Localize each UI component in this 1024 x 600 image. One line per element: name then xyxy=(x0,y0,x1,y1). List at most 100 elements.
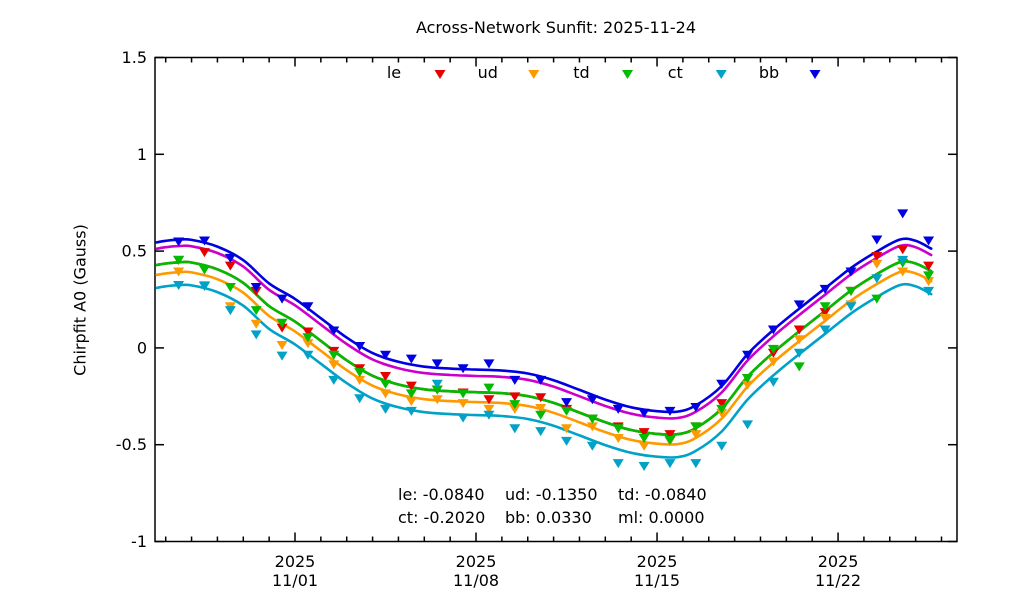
legend-marker-icon-bb xyxy=(809,70,821,79)
marker-ud xyxy=(276,341,288,351)
legend-item-ud: ud xyxy=(478,63,540,82)
marker-bb xyxy=(457,364,469,374)
marker-td xyxy=(767,344,779,354)
marker-ct xyxy=(198,281,210,291)
marker-bb xyxy=(690,402,702,412)
x-tick-label-year: 2025 xyxy=(456,552,497,571)
marker-ud xyxy=(586,422,598,432)
marker-le xyxy=(276,323,288,333)
marker-ud xyxy=(690,430,702,440)
y-axis-title: Chirpfit A0 (Gauss) xyxy=(70,224,90,376)
marker-le xyxy=(638,428,650,438)
marker-bb xyxy=(535,375,547,385)
marker-le xyxy=(198,248,210,258)
marker-bb xyxy=(561,398,573,408)
marker-le xyxy=(224,261,236,271)
marker-ud xyxy=(483,404,495,414)
marker-bb xyxy=(612,404,624,414)
plot-border xyxy=(154,56,958,543)
marker-td xyxy=(871,294,883,304)
marker-bb xyxy=(845,267,857,277)
annotation: le: -0.0840 ud: -0.1350 td: -0.0840 ct: -0.… xyxy=(398,485,707,527)
marker-ct xyxy=(405,406,417,416)
x-tick-label-date: 11/22 xyxy=(815,571,861,590)
markers-ct xyxy=(173,255,935,472)
marker-td xyxy=(276,318,288,328)
marker-td xyxy=(561,406,573,416)
marker-bb xyxy=(173,237,185,247)
markers-bb xyxy=(173,209,935,418)
marker-le xyxy=(302,327,314,337)
marker-td xyxy=(612,424,624,434)
marker-le xyxy=(793,325,805,335)
marker-bb xyxy=(819,284,831,294)
marker-ct xyxy=(612,459,624,469)
marker-bb xyxy=(586,395,598,405)
y-axis: -1 -0.5 0 0.5 1 1.5 xyxy=(116,48,957,551)
marker-td xyxy=(380,379,392,389)
marker-ud xyxy=(302,339,314,349)
y-tick-label: 0 xyxy=(137,338,147,357)
marker-ud xyxy=(793,335,805,345)
marker-ud xyxy=(509,404,521,414)
annotation-ml: ml: 0.0000 xyxy=(618,508,705,527)
marker-ud xyxy=(431,395,443,405)
marker-le xyxy=(871,251,883,261)
legend-item-td: td xyxy=(573,63,633,82)
marker-td xyxy=(819,302,831,312)
marker-bb xyxy=(664,406,676,416)
marker-td xyxy=(509,400,521,410)
marker-ct xyxy=(871,274,883,284)
marker-le xyxy=(819,308,831,318)
marker-ct xyxy=(483,410,495,420)
marker-ct xyxy=(923,286,935,296)
markers-ud xyxy=(173,259,935,451)
marker-td xyxy=(198,265,210,275)
marker-ct xyxy=(328,375,340,385)
marker-ud xyxy=(457,399,469,409)
annotation-le: le: -0.0840 xyxy=(398,485,485,504)
legend-label-ct: ct xyxy=(668,63,683,82)
marker-le xyxy=(923,261,935,271)
y-tick-label: 0.5 xyxy=(122,242,147,261)
marker-bb xyxy=(509,375,521,385)
marker-bb xyxy=(483,359,495,369)
y-tick-label: -0.5 xyxy=(116,435,147,454)
marker-ud xyxy=(638,441,650,451)
legend-item-le: le xyxy=(387,63,446,82)
marker-le xyxy=(509,392,521,402)
marker-td xyxy=(483,383,495,393)
marker-td xyxy=(793,362,805,372)
marker-bb xyxy=(742,350,754,360)
x-tick-label-date: 11/15 xyxy=(634,571,680,590)
marker-ct xyxy=(561,436,573,446)
marker-td xyxy=(535,410,547,420)
marker-bb xyxy=(793,300,805,310)
marker-td xyxy=(328,350,340,360)
x-tick-label-date: 11/08 xyxy=(453,571,499,590)
x-tick-label-year: 2025 xyxy=(818,552,859,571)
legend: le ud td ct bb xyxy=(387,63,821,82)
marker-bb xyxy=(250,282,262,292)
marker-td xyxy=(354,368,366,378)
marker-ct xyxy=(845,302,857,312)
marker-td xyxy=(742,373,754,383)
marker-td xyxy=(638,433,650,443)
x-tick-label-date: 11/01 xyxy=(272,571,318,590)
marker-le xyxy=(535,393,547,403)
marker-ud xyxy=(535,403,547,413)
marker-ud xyxy=(742,380,754,390)
marker-bb xyxy=(328,326,340,336)
marker-bb xyxy=(716,379,728,389)
markers xyxy=(173,209,935,472)
marker-td xyxy=(250,306,262,316)
curves xyxy=(155,237,933,459)
annotation-td: td: -0.0840 xyxy=(618,485,707,504)
annotation-ct: ct: -0.2020 xyxy=(398,508,485,527)
legend-item-ct: ct xyxy=(668,63,727,82)
marker-td xyxy=(923,271,935,281)
markers-td xyxy=(173,255,935,445)
marker-ct xyxy=(586,441,598,451)
marker-bb xyxy=(767,325,779,335)
